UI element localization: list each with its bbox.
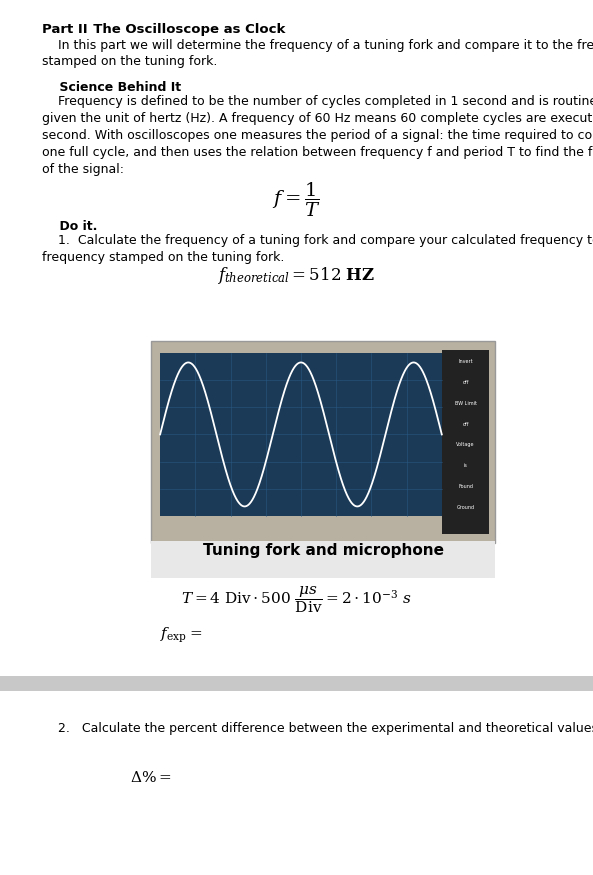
Text: Voltage: Voltage: [456, 443, 475, 447]
Text: Invert: Invert: [458, 359, 473, 364]
Text: off: off: [463, 422, 468, 426]
Text: Ground: Ground: [457, 505, 474, 510]
Text: $T = 4\ \mathrm{Div} \cdot 500\ \dfrac{\mu s}{\mathrm{Div}} = 2 \cdot 10^{-3}\ s: $T = 4\ \mathrm{Div} \cdot 500\ \dfrac{\…: [181, 584, 412, 615]
Text: The Oscilloscope as Clock: The Oscilloscope as Clock: [84, 23, 286, 36]
Text: $\Delta\% =$: $\Delta\% =$: [130, 770, 172, 785]
Text: Do it.: Do it.: [42, 220, 97, 234]
Text: Science Behind It: Science Behind It: [42, 81, 181, 94]
Text: In this part we will determine the frequency of a tuning fork and compare it to : In this part we will determine the frequ…: [42, 38, 593, 68]
Text: $f_{\it{theoretical}} = 512\ \mathbf{HZ}$: $f_{\it{theoretical}} = 512\ \mathbf{HZ}…: [218, 265, 375, 286]
Text: Found: Found: [458, 484, 473, 489]
Text: Tuning fork and microphone: Tuning fork and microphone: [203, 542, 444, 557]
FancyBboxPatch shape: [0, 676, 593, 691]
FancyBboxPatch shape: [160, 353, 442, 516]
FancyBboxPatch shape: [442, 350, 489, 534]
FancyBboxPatch shape: [151, 541, 495, 578]
Text: $f_{\mathrm{exp}} =$: $f_{\mathrm{exp}} =$: [160, 626, 202, 645]
FancyBboxPatch shape: [151, 341, 495, 542]
Text: BW Limit: BW Limit: [454, 401, 477, 406]
Text: $f = \dfrac{1}{T}$: $f = \dfrac{1}{T}$: [272, 181, 321, 220]
Text: is: is: [464, 463, 467, 468]
Text: 2.   Calculate the percent difference between the experimental and theoretical v: 2. Calculate the percent difference betw…: [42, 722, 593, 735]
Text: Frequency is defined to be the number of cycles completed in 1 second and is rou: Frequency is defined to be the number of…: [42, 95, 593, 177]
Text: 1.  Calculate the frequency of a tuning fork and compare your calculated frequen: 1. Calculate the frequency of a tuning f…: [42, 234, 593, 263]
Text: Part II: Part II: [42, 23, 87, 36]
Text: off: off: [463, 380, 468, 385]
